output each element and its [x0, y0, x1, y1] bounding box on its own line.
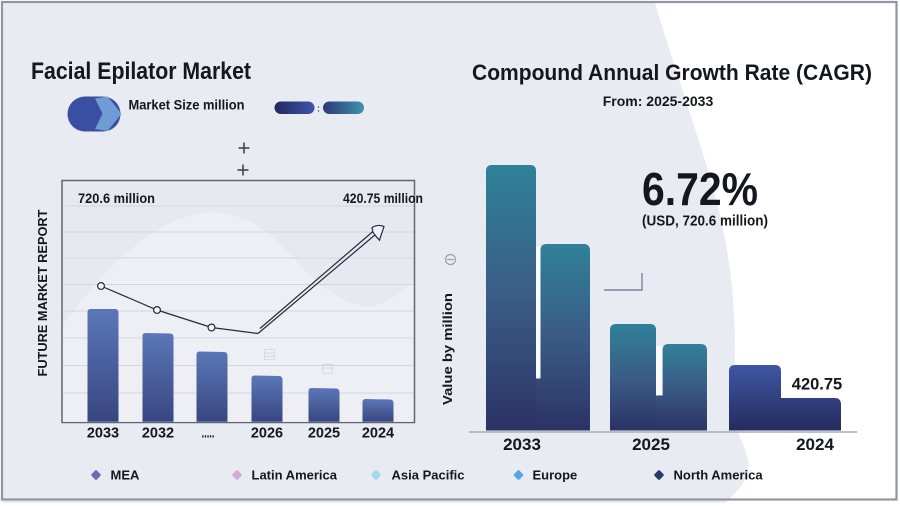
svg-text:2024: 2024 — [796, 435, 834, 454]
svg-text:(USD, 720.6 million): (USD, 720.6 million) — [642, 214, 768, 230]
svg-text:North America: North America — [674, 468, 764, 483]
svg-text:720.6 million: 720.6 million — [78, 191, 155, 206]
svg-text:420.75: 420.75 — [792, 376, 842, 394]
svg-text:2025: 2025 — [308, 426, 340, 442]
svg-text:Value by million: Value by million — [441, 293, 455, 405]
svg-text:FUTURE MARKET REPORT: FUTURE MARKET REPORT — [36, 209, 50, 376]
svg-text:Europe: Europe — [533, 468, 578, 483]
svg-text:From: 2025-2033: From: 2025-2033 — [603, 93, 714, 109]
svg-text:Asia Pacific: Asia Pacific — [392, 468, 465, 483]
svg-text:6.72%: 6.72% — [642, 163, 758, 215]
svg-text:Facial Epilator Market: Facial Epilator Market — [31, 58, 251, 85]
svg-text::: : — [317, 104, 320, 114]
svg-text:2032: 2032 — [142, 426, 174, 442]
svg-text:2024: 2024 — [362, 426, 394, 442]
svg-text:MEA: MEA — [111, 468, 141, 483]
svg-text:2033: 2033 — [503, 435, 541, 454]
svg-text:Compound Annual Growth Rate (C: Compound Annual Growth Rate (CAGR) — [472, 60, 872, 85]
svg-text:.....: ..... — [202, 426, 215, 442]
svg-text:2026: 2026 — [251, 426, 283, 442]
svg-text:420.75 million: 420.75 million — [343, 191, 423, 206]
svg-text:Market Size million: Market Size million — [129, 97, 245, 113]
svg-text:2033: 2033 — [87, 426, 119, 442]
svg-text:Latin America: Latin America — [252, 468, 338, 483]
svg-text:2025: 2025 — [632, 435, 670, 454]
